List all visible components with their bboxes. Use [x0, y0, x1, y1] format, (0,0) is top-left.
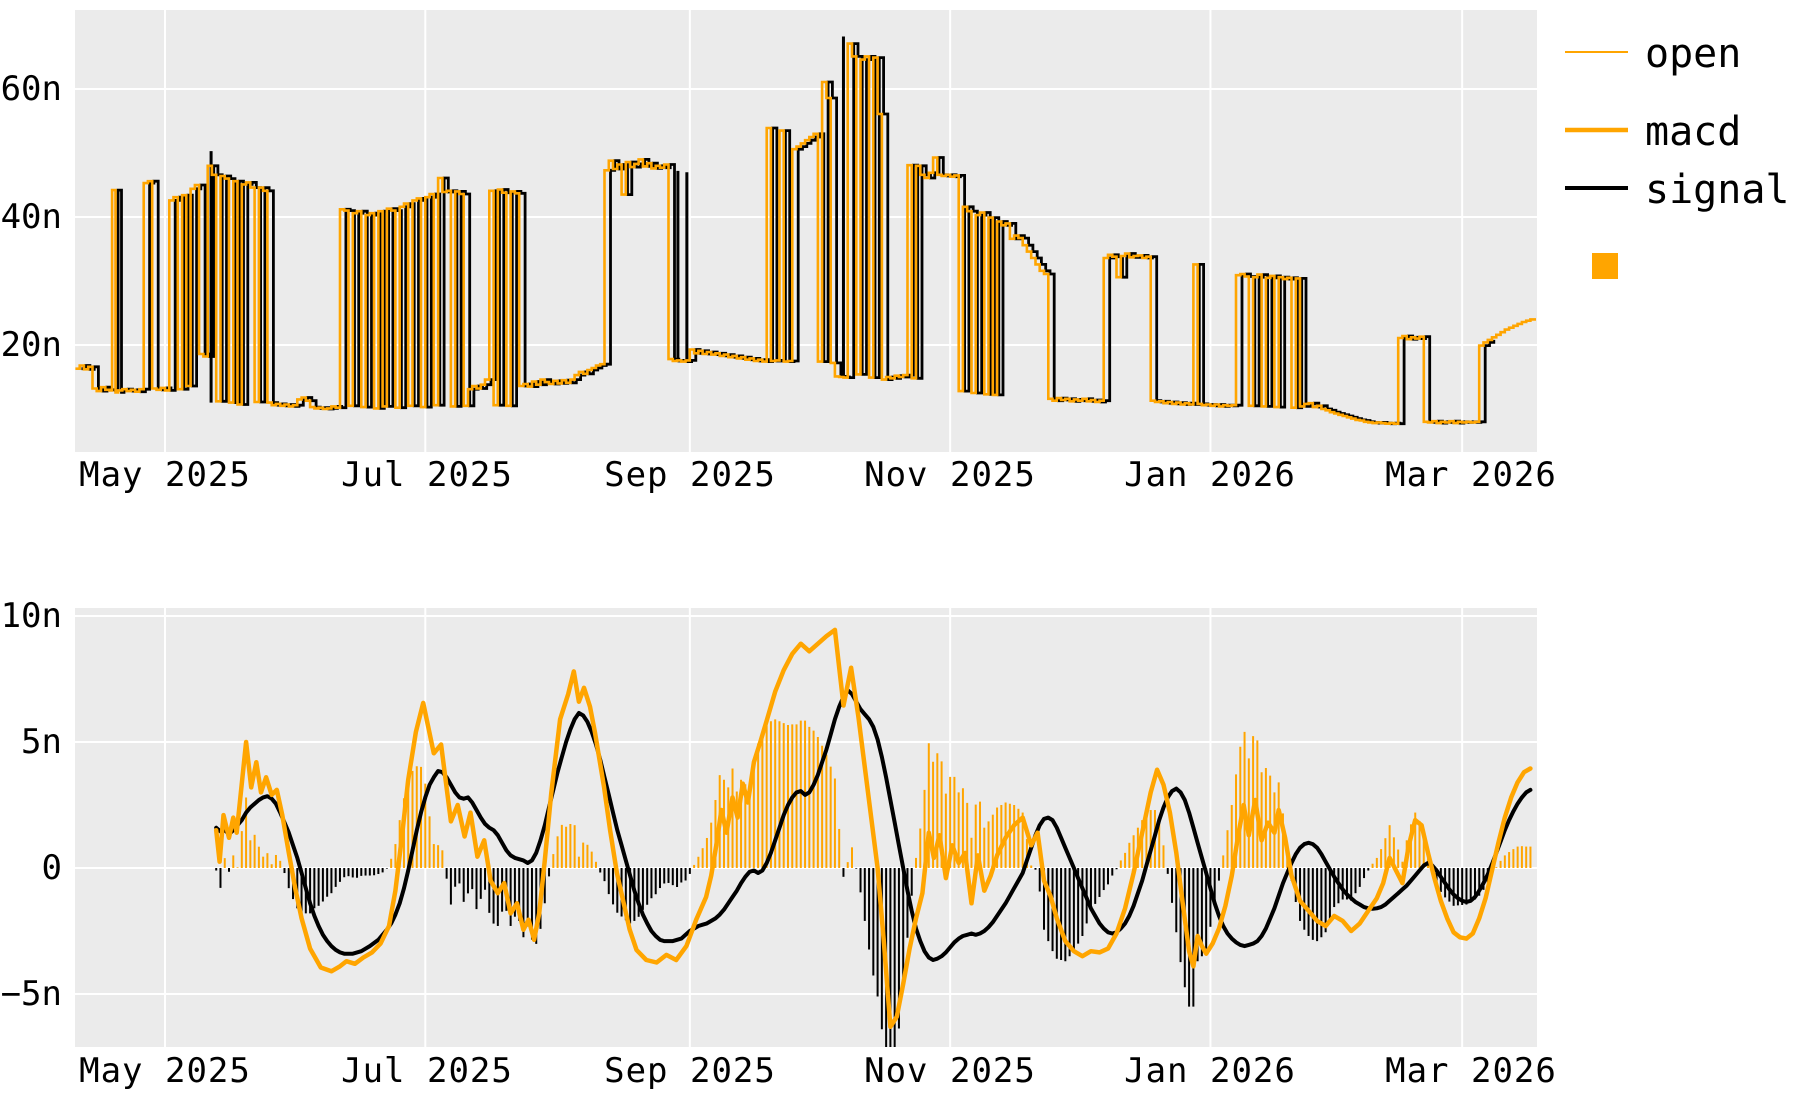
bottom-xtick-jan-2026: Jan 2026 [1124, 1051, 1296, 1091]
legend-sample-histogram-square [1592, 253, 1618, 279]
bottom-xtick-sep-2025: Sep 2025 [604, 1051, 776, 1091]
top-xtick-nov-2025: Nov 2025 [864, 455, 1036, 495]
bottom-xtick-may-2025: May 2025 [79, 1051, 251, 1091]
top-xtick-jan-2026: Jan 2026 [1124, 455, 1296, 495]
bottom-ytick-10n: 10n [0, 596, 62, 636]
legend-label-signal: signal [1645, 167, 1790, 213]
bottom-xtick-jul-2025: Jul 2025 [341, 1051, 513, 1091]
top-xtick-sep-2025: Sep 2025 [604, 455, 776, 495]
open-lagged-black-line [81, 42, 1496, 426]
top-xtick-may-2025: May 2025 [79, 455, 251, 495]
signal-line [214, 688, 1533, 962]
top-xtick-mar-2026: Mar 2026 [1385, 455, 1557, 495]
top-plot-area [75, 10, 1537, 452]
bottom-ytick-5n: 5n [21, 722, 62, 762]
top-ytick-20n: 20n [0, 325, 62, 365]
top-xtick-jul-2025: Jul 2025 [341, 455, 513, 495]
bottom-ytick-minus5n: −5n [0, 974, 62, 1014]
macd-line [213, 627, 1533, 1030]
top-ytick-40n: 40n [0, 197, 62, 237]
top-ytick-60n: 60n [0, 69, 62, 109]
open-series-line [75, 42, 1536, 425]
bottom-xtick-nov-2025: Nov 2025 [864, 1051, 1036, 1091]
legend-label-open: open [1645, 31, 1742, 77]
bottom-ytick-0: 0 [41, 848, 62, 888]
legend-label-macd: macd [1645, 109, 1742, 155]
bottom-xtick-mar-2026: Mar 2026 [1385, 1051, 1557, 1091]
